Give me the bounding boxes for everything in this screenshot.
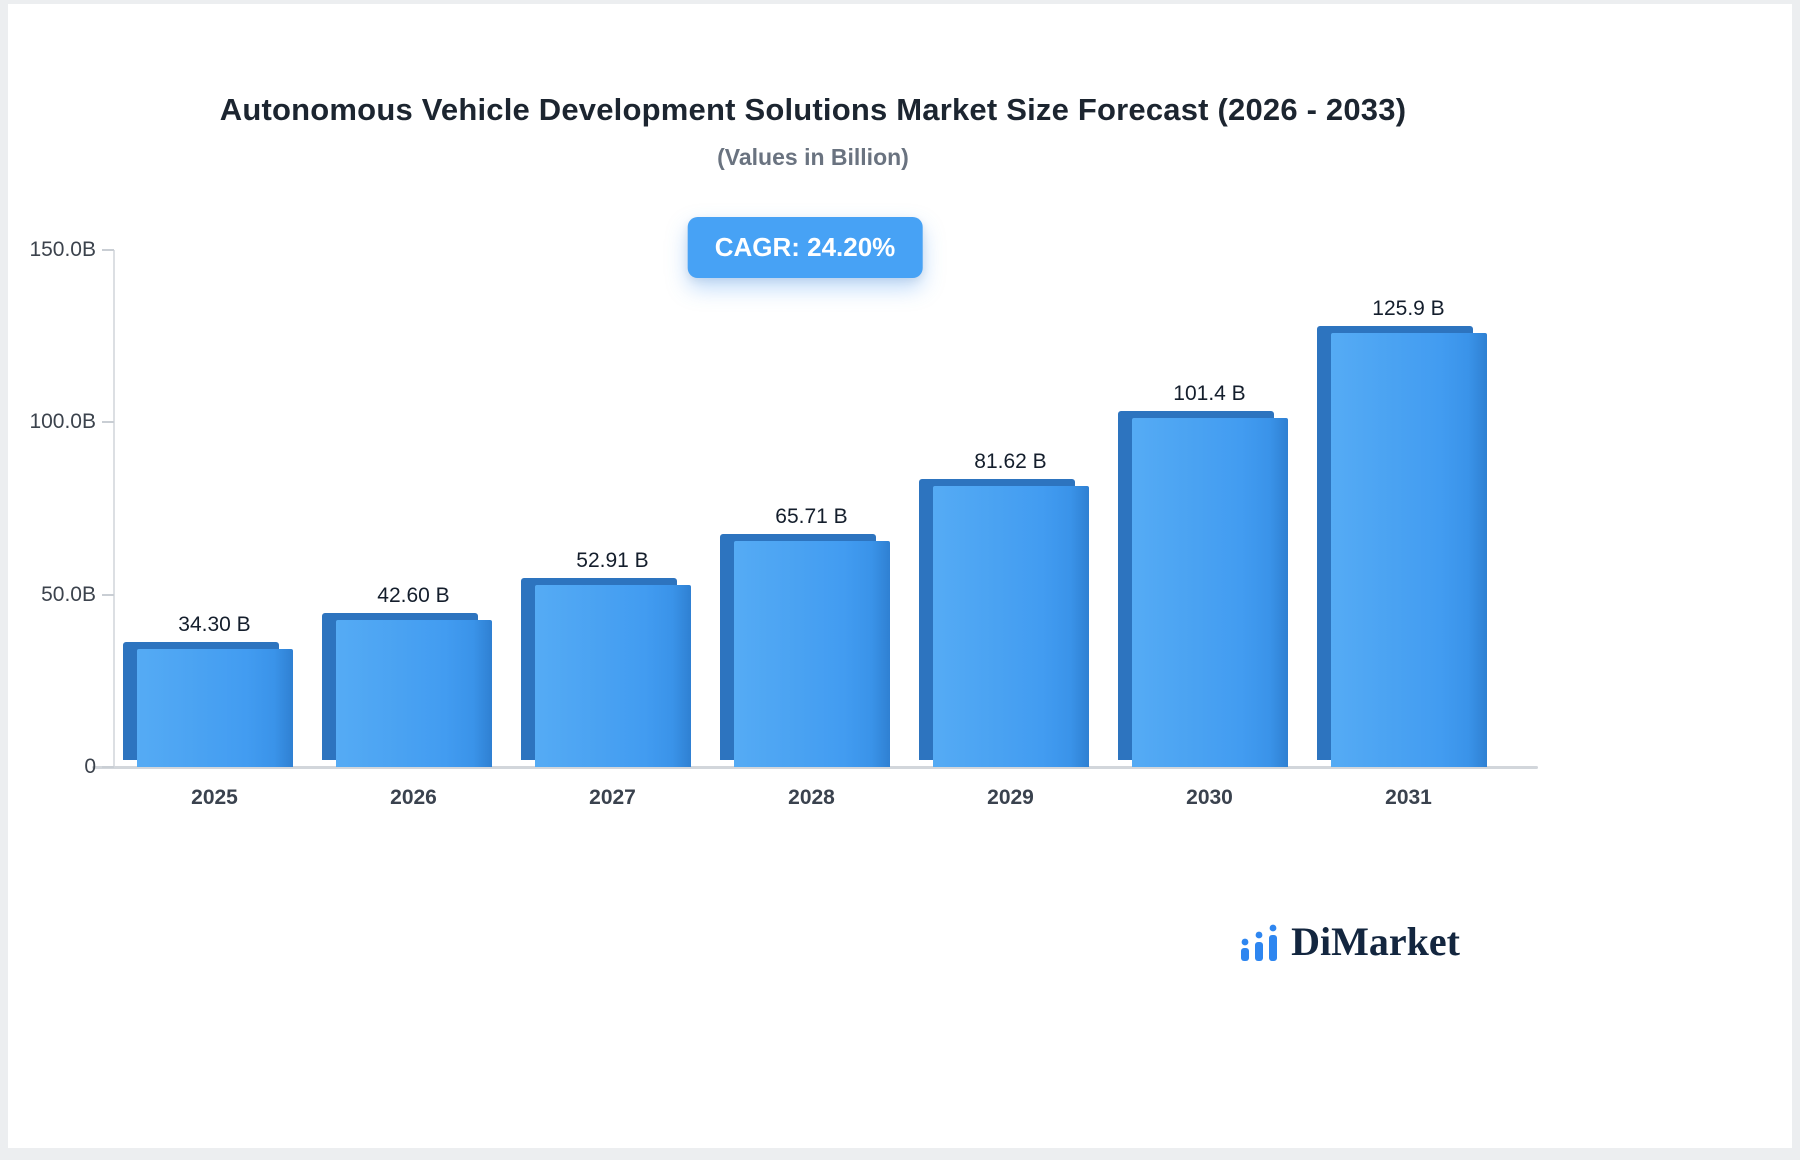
chart-card: Autonomous Vehicle Development Solutions…: [8, 4, 1792, 1148]
y-tick-label: 150.0B: [29, 238, 96, 261]
bar-front-face: [932, 485, 1089, 767]
cagr-badge: CAGR: 24.20%: [687, 217, 923, 278]
bar-value-label: 125.9 B: [1372, 297, 1445, 321]
y-tick-mark: [102, 766, 114, 768]
y-tick-mark: [102, 593, 114, 596]
y-tick-mark: [102, 249, 114, 251]
x-axis-label: 2030: [1186, 786, 1233, 809]
bar-chart-dots-icon: [1241, 924, 1278, 961]
bar-slot: 81.62 B: [911, 250, 1110, 767]
bar-front-face: [335, 620, 492, 767]
x-axis-labels: 2025 2026 2027 2028 2029 2030 2031: [115, 786, 1508, 810]
bar-value-label: 101.4 B: [1173, 381, 1246, 405]
bar: [918, 478, 1089, 767]
bar-value-label: 52.91 B: [576, 548, 649, 572]
bar: [122, 641, 293, 767]
bar-slot: 101.4 B: [1110, 250, 1309, 767]
bar: [321, 613, 492, 767]
bar-value-label: 42.60 B: [377, 584, 450, 608]
bar-front-face: [534, 584, 691, 767]
bar: [719, 533, 890, 767]
x-axis-label: 2027: [589, 786, 636, 809]
bars-area: 34.30 B 42.60 B 52.91 B 65.71 B 81.62 B 101.4…: [115, 250, 1508, 767]
chart-subtitle: (Values in Billion): [717, 144, 909, 170]
bar-front-face: [1330, 333, 1487, 767]
bar-slot: 65.71 B: [712, 250, 911, 767]
logo-text: DiMarket: [1291, 919, 1460, 964]
bar-slot: 34.30 B: [115, 250, 314, 767]
x-axis-label: 2031: [1385, 786, 1432, 809]
bar: [1316, 326, 1487, 767]
bar-slot: 52.91 B: [513, 250, 712, 767]
bar-slot: 125.9 B: [1309, 250, 1508, 767]
bar-value-label: 65.71 B: [775, 504, 848, 528]
bar: [1117, 410, 1288, 767]
y-tick-label: 0: [84, 755, 96, 778]
x-axis-label: 2029: [987, 786, 1034, 809]
y-axis-line: [113, 250, 115, 767]
x-axis-label: 2025: [191, 786, 238, 809]
bar: [520, 577, 691, 767]
bar-value-label: 81.62 B: [974, 449, 1047, 473]
bar-front-face: [733, 540, 890, 767]
x-axis-baseline: [92, 766, 1538, 769]
dimarket-logo: DiMarket: [1238, 922, 1460, 962]
y-tick-mark: [102, 421, 114, 424]
bar-chart: CAGR: 24.20% 34.30 B 42.60 B 52.91 B 65.71 …: [8, 217, 1568, 809]
y-tick-label: 100.0B: [29, 410, 96, 434]
bar-front-face: [1131, 417, 1288, 767]
chart-title: Autonomous Vehicle Development Solutions…: [219, 92, 1407, 127]
chart-header: Autonomous Vehicle Development Solutions…: [8, 4, 1618, 171]
bar-front-face: [136, 648, 293, 767]
y-tick-label: 50.0B: [41, 582, 96, 606]
bar-value-label: 34.30 B: [178, 612, 251, 636]
bar-slot: 42.60 B: [314, 250, 513, 767]
x-axis-label: 2028: [788, 786, 835, 809]
x-axis-label: 2026: [390, 786, 437, 809]
